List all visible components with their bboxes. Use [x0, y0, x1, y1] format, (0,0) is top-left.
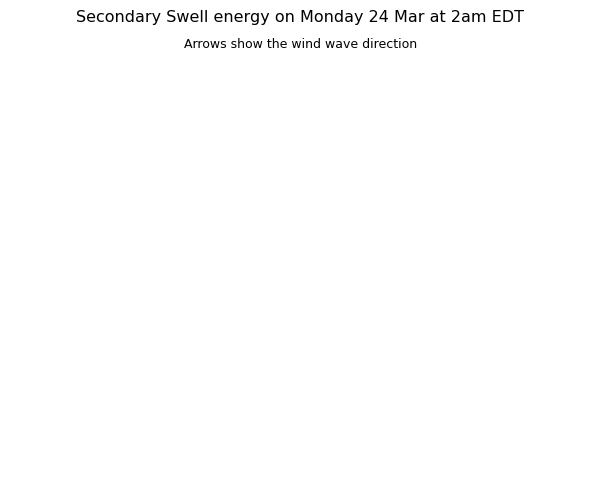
Text: Arrows show the wind wave direction: Arrows show the wind wave direction — [184, 39, 417, 51]
Text: Secondary Swell energy on Monday 24 Mar at 2am EDT: Secondary Swell energy on Monday 24 Mar … — [76, 10, 525, 25]
Text: cartopy required: cartopy required — [219, 263, 382, 282]
